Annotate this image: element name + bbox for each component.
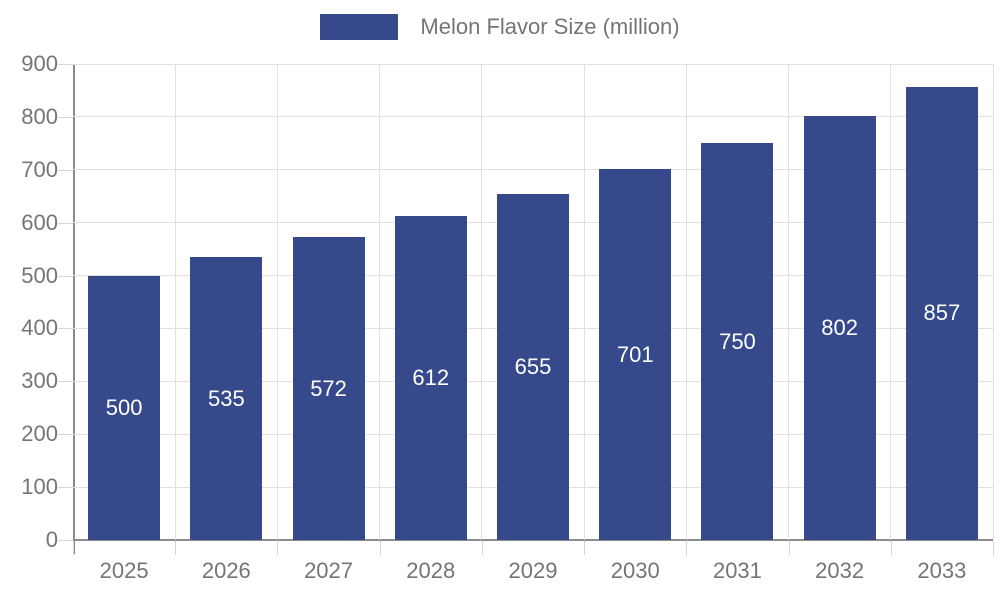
x-tick-label: 2028: [406, 558, 456, 583]
legend-item[interactable]: Melon Flavor Size (million): [0, 14, 1000, 40]
bar-2027[interactable]: 572: [292, 237, 365, 540]
bar-2025[interactable]: 500: [88, 275, 161, 540]
y-gridline: [73, 169, 993, 171]
y-axis-tick: [58, 116, 73, 118]
x-gridline: [481, 64, 483, 540]
x-tick-label: 2033: [917, 558, 967, 583]
plot-area: 500 535 572 612 655 701 750 802 857: [73, 63, 994, 540]
y-axis-tick: [58, 222, 73, 224]
y-tick-label: 800: [21, 103, 58, 129]
y-tick-label: 100: [21, 474, 58, 500]
x-gridline: [174, 64, 176, 540]
x-axis-tick: [175, 541, 177, 555]
x-axis-tick: [277, 541, 279, 555]
x-axis-tick: [890, 541, 892, 555]
x-tick-label: 2029: [508, 558, 558, 583]
x-tick-label: 2031: [712, 558, 762, 583]
y-axis-tick: [58, 381, 73, 383]
bar-value-label: 701: [616, 341, 654, 367]
x-tick-label: 2030: [610, 558, 660, 583]
y-tick-label: 0: [45, 527, 58, 552]
y-axis-tick: [58, 169, 73, 171]
bar-2033[interactable]: 857: [905, 86, 978, 540]
x-gridline: [379, 64, 381, 540]
y-axis-tick: [58, 487, 73, 489]
bar-value-label: 535: [207, 385, 245, 411]
y-tick-label: 300: [21, 368, 58, 394]
y-gridline: [73, 63, 993, 65]
y-axis-tick: [58, 540, 73, 541]
x-gridline: [890, 64, 892, 540]
bar-2028[interactable]: 612: [394, 216, 467, 540]
x-gridline: [992, 64, 994, 540]
legend-swatch-icon: [320, 14, 399, 40]
bar-value-label: 500: [105, 394, 143, 420]
x-gridline: [583, 64, 585, 540]
bar-2026[interactable]: 535: [190, 257, 263, 540]
y-tick-label: 700: [21, 156, 58, 182]
x-tick-label: 2026: [201, 558, 251, 583]
x-tick-label: 2032: [815, 558, 865, 583]
bar-2029[interactable]: 655: [497, 193, 569, 540]
x-axis-tick: [788, 541, 790, 555]
x-axis-tick: [481, 541, 483, 555]
bar-value-label: 572: [310, 375, 347, 401]
y-axis-tick: [58, 275, 73, 277]
y-tick-label: 500: [21, 262, 58, 288]
bar-value-label: 655: [514, 353, 552, 379]
y-tick-label: 400: [21, 315, 58, 341]
y-axis-tick: [58, 328, 73, 330]
x-axis-line: [73, 539, 993, 541]
bar-value-label: 612: [412, 365, 450, 391]
bar-2031[interactable]: 750: [701, 143, 774, 540]
y-tick-label: 200: [21, 421, 58, 447]
x-axis-tick: [993, 541, 994, 555]
y-gridline: [73, 116, 993, 118]
legend-label: Melon Flavor Size (million): [420, 14, 680, 39]
y-axis-tick: [58, 434, 73, 436]
x-tick-label: 2027: [304, 558, 354, 583]
y-axis-tick: [58, 64, 73, 65]
bar-value-label: 750: [719, 328, 756, 354]
bar-2032[interactable]: 802: [803, 115, 876, 540]
y-axis-line: [73, 64, 75, 554]
x-gridline: [685, 64, 687, 540]
y-tick-label: 900: [21, 51, 58, 76]
bar-value-label: 802: [821, 314, 859, 340]
bar-2030[interactable]: 701: [599, 169, 672, 540]
y-tick-label: 600: [21, 209, 58, 235]
x-axis-tick: [584, 541, 586, 555]
x-axis-tick: [379, 541, 381, 555]
x-gridline: [276, 64, 278, 540]
x-axis-tick: [73, 541, 74, 555]
x-axis-tick: [686, 541, 688, 555]
x-gridline: [788, 64, 790, 540]
x-tick-label: 2025: [99, 558, 149, 583]
bar-value-label: 857: [923, 300, 961, 326]
